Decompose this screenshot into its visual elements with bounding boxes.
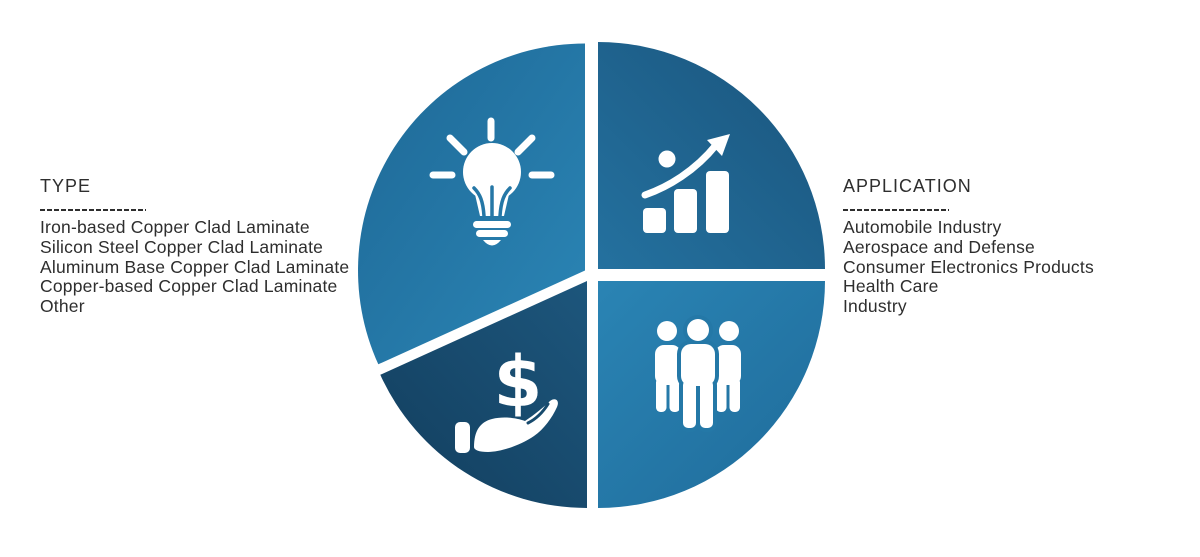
people-icon: [655, 315, 741, 432]
type-item: Iron-based Copper Clad Laminate: [40, 217, 310, 237]
type-list: Iron-based Copper Clad Laminate Silicon …: [40, 217, 370, 317]
segment-revenue: [380, 281, 587, 508]
lightbulb-icon: [429, 117, 555, 246]
type-item: Aluminum Base Copper Clad Laminate: [40, 256, 350, 277]
type-item: Other: [40, 296, 85, 317]
type-panel: TYPE Iron-based Copper Clad Laminate Sil…: [40, 176, 370, 317]
dollar-sign: $: [494, 341, 543, 423]
money-hand-icon: $: [455, 341, 558, 453]
type-heading: TYPE: [40, 176, 92, 196]
application-heading-underline: [843, 209, 949, 211]
application-item: Consumer Electronics Products: [843, 256, 1094, 277]
application-item: Industry: [843, 296, 907, 317]
lightbulb-rays: [429, 117, 555, 179]
type-item: Copper-based Copper Clad Laminate: [40, 276, 338, 297]
type-heading-underline: [40, 209, 146, 211]
people-side-figures: [655, 321, 741, 412]
application-list: Automobile Industry Aerospace and Defens…: [843, 217, 1188, 317]
application-panel: APPLICATION Automobile Industry Aerospac…: [843, 176, 1188, 317]
application-item: Health Care: [843, 276, 939, 297]
application-heading: APPLICATION: [843, 176, 972, 196]
type-item: Silicon Steel Copper Clad Laminate: [40, 236, 324, 257]
segment-idea: [358, 43, 585, 365]
application-item: Automobile Industry: [843, 217, 1002, 237]
growth-chart-icon: [641, 134, 730, 233]
lightbulb-filament: [472, 185, 512, 218]
people-center-figure: [681, 319, 715, 428]
application-item: Aerospace and Defense: [843, 236, 1035, 257]
